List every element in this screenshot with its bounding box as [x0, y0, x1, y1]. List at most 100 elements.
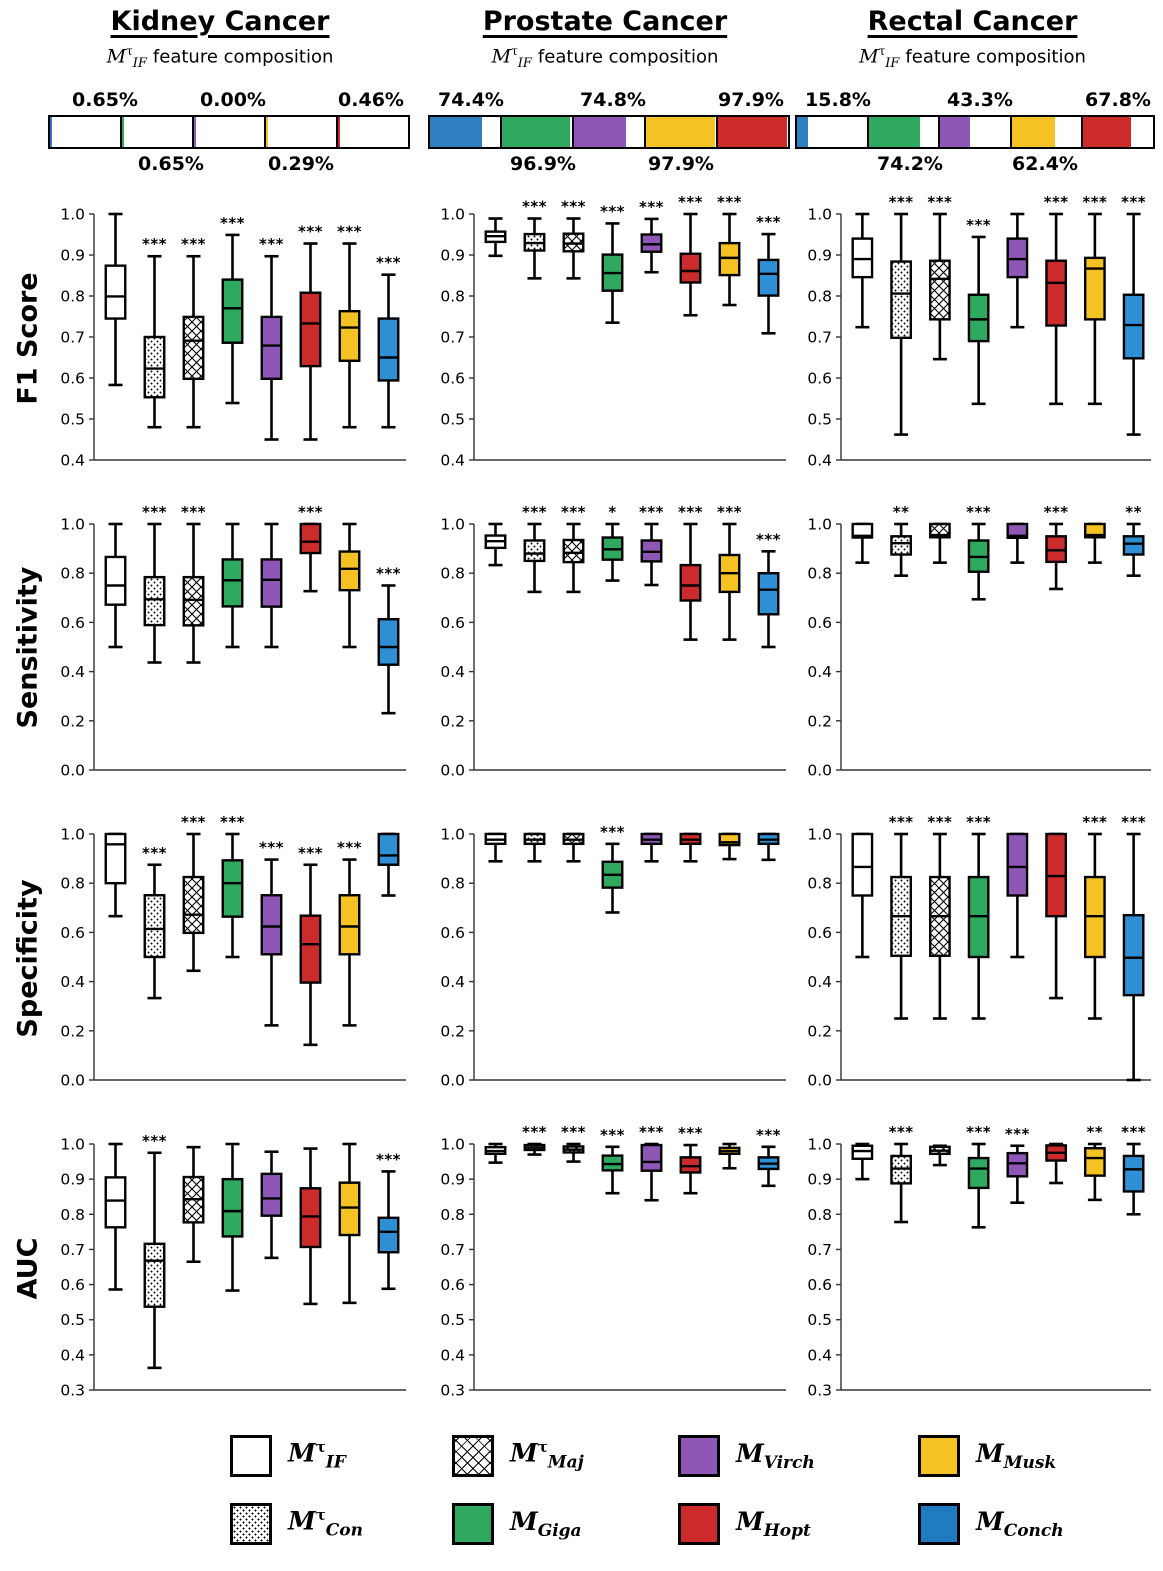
significance-marker: ***	[376, 1150, 401, 1168]
legend-item[interactable]: MMusk	[918, 1435, 1056, 1477]
significance-marker: ***	[639, 506, 664, 521]
significance-marker: ***	[1005, 1126, 1030, 1143]
legend-label: MHopt	[736, 1506, 811, 1541]
y-axis-tick-label: 0.4	[440, 973, 465, 991]
plot-panel-sensitivity-kidney-cancer: 0.0 0.2 0.4 0.6 0.8 1.0 *** *** *** ***	[48, 506, 410, 796]
significance-marker: ***	[142, 506, 167, 521]
significance-marker: ***	[1121, 196, 1146, 211]
y-axis-tick-label: 0.8	[807, 875, 832, 893]
legend-item[interactable]: MGiga	[452, 1503, 582, 1545]
boxplot-m-if	[484, 832, 507, 863]
y-axis-tick-label: 0.4	[807, 973, 832, 991]
legend: MτIF MτMaj MVirch MMusk MτCon MGiga MHop…	[230, 1435, 1130, 1565]
boxplot-m-musk: ***	[717, 196, 742, 307]
boxplot-m-if	[484, 1142, 507, 1164]
significance-marker: ***	[522, 506, 547, 521]
composition-segment-fill	[266, 117, 268, 147]
boxplot-m-musk: ***	[717, 506, 742, 641]
boxplot-m-con: ***	[889, 816, 914, 1020]
significance-marker: **	[1125, 506, 1142, 521]
significance-marker: ***	[298, 844, 323, 862]
significance-marker: ***	[889, 816, 914, 831]
boxplot-m-virch	[260, 522, 283, 649]
column-subtitle-text: feature composition	[537, 46, 719, 68]
y-axis-tick-label: 0.8	[60, 875, 85, 893]
y-axis-tick-label: 0.5	[60, 411, 85, 429]
significance-marker: ***	[600, 823, 625, 841]
legend-item[interactable]: MHopt	[678, 1503, 811, 1545]
significance-marker: ***	[337, 839, 362, 857]
composition-segment-fill	[646, 117, 715, 147]
y-axis-tick-label: 0.0	[807, 1072, 832, 1090]
composition-segment-fill	[430, 117, 483, 147]
legend-item[interactable]: MConch	[918, 1503, 1064, 1545]
significance-marker: ***	[927, 196, 952, 211]
boxplot-m-if	[851, 212, 874, 329]
composition-segment-fill	[940, 117, 971, 147]
legend-swatch-m-virch	[678, 1435, 720, 1477]
boxplot-m-giga: ***	[220, 816, 245, 959]
significance-marker: ***	[966, 1126, 991, 1141]
plot-panel-sensitivity-prostate-cancer: 0.0 0.2 0.4 0.6 0.8 1.0 *** *** * *** *** *** ***	[428, 506, 790, 796]
plot-panel-auc-prostate-cancer: 0.3 0.4 0.5 0.6 0.7 0.8 0.9 1.0 *** *** *** *** *** *…	[428, 1126, 790, 1416]
boxplot-m-maj: ***	[561, 506, 586, 594]
boxplot-m-conch: ***	[1121, 196, 1146, 436]
boxplot-m-con: ***	[142, 844, 167, 1000]
boxplot-m-if	[104, 212, 127, 387]
plot-panel-sensitivity-rectal-cancer: 0.0 0.2 0.4 0.6 0.8 1.0 ** *** *** **	[795, 506, 1155, 796]
significance-marker: **	[1087, 1126, 1104, 1141]
y-axis-tick-label: 0.6	[440, 370, 465, 388]
significance-marker: ***	[1121, 1126, 1146, 1141]
y-axis-tick-label: 0.0	[440, 1072, 465, 1090]
boxplot-m-maj: ***	[181, 816, 206, 973]
legend-item[interactable]: MτCon	[230, 1503, 363, 1545]
significance-marker: ***	[678, 196, 703, 211]
boxplot-m-con: ***	[522, 506, 547, 594]
y-axis-tick-label: 1.0	[60, 206, 85, 224]
legend-swatch-m-conch	[918, 1503, 960, 1545]
plot-panel-specificity-rectal-cancer: 0.0 0.2 0.4 0.6 0.8 1.0 *** *** *** *** ***	[795, 816, 1155, 1106]
composition-top-label: 0.46%	[338, 89, 404, 111]
significance-marker: ***	[561, 198, 586, 216]
legend-item[interactable]: MVirch	[678, 1435, 815, 1477]
y-axis-tick-label: 0.8	[440, 875, 465, 893]
y-axis-tick-label: 0.6	[807, 1276, 832, 1294]
boxplot-m-if	[104, 1142, 127, 1291]
legend-item[interactable]: MτIF	[230, 1435, 346, 1477]
y-axis-tick-label: 0.4	[440, 452, 465, 470]
boxplot-m-maj	[182, 1145, 205, 1264]
plot-panel-f1-score-rectal-cancer: 0.4 0.5 0.6 0.7 0.8 0.9 1.0 *** *** *** *** *** ***	[795, 196, 1155, 486]
legend-swatch-m-con	[230, 1503, 272, 1545]
legend-label: MτCon	[288, 1506, 364, 1541]
y-axis-tick-label: 0.3	[807, 1382, 832, 1400]
significance-marker: ***	[1121, 816, 1146, 831]
significance-marker: ***	[927, 816, 952, 831]
y-axis-tick-label: 0.8	[440, 565, 465, 583]
y-axis-tick-label: 0.2	[807, 1022, 832, 1040]
significance-marker: ***	[889, 1126, 914, 1141]
y-axis-tick-label: 0.6	[440, 1276, 465, 1294]
composition-segment-fill	[338, 117, 340, 147]
boxplot-m-hopt: ***	[678, 196, 703, 317]
boxplot-m-maj	[928, 1144, 951, 1167]
boxplot-m-virch: ***	[1005, 1126, 1030, 1204]
boxplot-m-giga: ***	[966, 216, 991, 406]
column-title: Rectal Cancer	[867, 6, 1078, 37]
composition-bottom-label: 62.4%	[1012, 153, 1078, 175]
boxplot-m-virch: ***	[639, 506, 664, 587]
plot-panel-f1-score-kidney-cancer: 0.4 0.5 0.6 0.7 0.8 0.9 1.0 *** *** *** *** *** *** *…	[48, 196, 410, 486]
boxplot-m-con: ***	[142, 235, 167, 429]
legend-item[interactable]: MτMaj	[452, 1435, 584, 1477]
column-title: Kidney Cancer	[110, 6, 330, 37]
significance-marker: ***	[756, 1126, 781, 1144]
boxplot-m-musk: ***	[1082, 196, 1107, 406]
y-axis-tick-label: 1.0	[440, 826, 465, 844]
composition-segment-virch	[574, 117, 646, 147]
boxplot-m-giga	[221, 1142, 244, 1292]
y-axis-tick-label: 0.0	[440, 762, 465, 780]
boxplot-m-hopt	[1045, 1142, 1068, 1185]
y-axis-tick-label: 0.7	[807, 1241, 832, 1259]
significance-marker: ***	[756, 530, 781, 548]
y-axis-tick-label: 0.8	[60, 565, 85, 583]
